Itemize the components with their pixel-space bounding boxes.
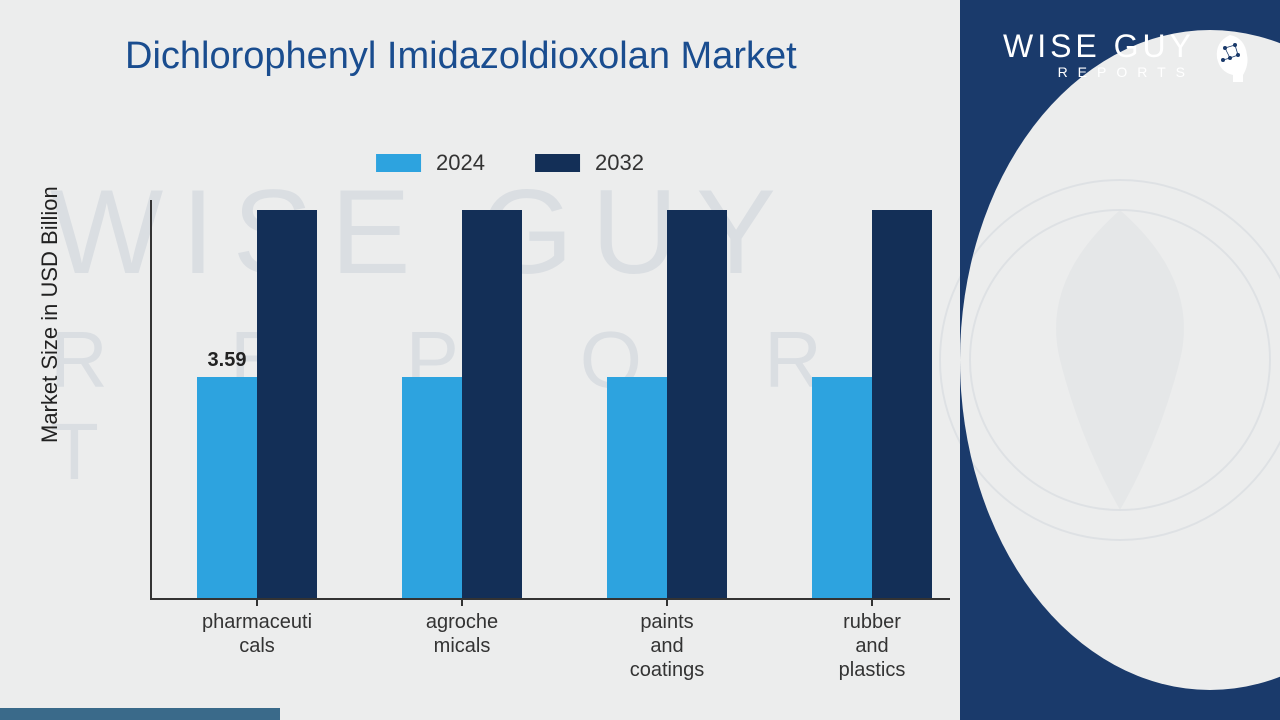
x-tick xyxy=(256,598,258,606)
brand-logo: WISE GUY REPORTS xyxy=(1003,30,1250,80)
legend: 2024 2032 xyxy=(376,150,644,176)
x-tick xyxy=(871,598,873,606)
legend-label: 2024 xyxy=(436,150,485,176)
bar-group: 3.59 xyxy=(197,210,317,598)
legend-label: 2032 xyxy=(595,150,644,176)
bar xyxy=(667,210,727,598)
bar-group xyxy=(402,210,522,598)
head-icon xyxy=(1205,30,1255,85)
bar-group xyxy=(607,210,727,598)
plot-area: 3.59pharmaceuticalsagrochemicalspaintsan… xyxy=(150,200,950,600)
chart-container: 20242032 Market Size in USD Billion 3.59… xyxy=(60,150,960,680)
bottom-accent-bar xyxy=(0,708,280,720)
bar xyxy=(872,210,932,598)
bar-value-label: 3.59 xyxy=(208,349,247,372)
x-axis-label: agrochemicals xyxy=(382,610,542,658)
x-tick xyxy=(461,598,463,606)
legend-item: 2032 xyxy=(535,150,644,176)
x-axis-label: rubberandplastics xyxy=(792,610,952,682)
x-axis-label: paintsandcoatings xyxy=(587,610,747,682)
bar xyxy=(812,377,872,598)
bar xyxy=(402,377,462,598)
x-axis-label: pharmaceuticals xyxy=(177,610,337,658)
chart-title: Dichlorophenyl Imidazoldioxolan Market xyxy=(125,35,797,79)
bar xyxy=(607,377,667,598)
legend-swatch xyxy=(376,154,421,172)
logo-main-text: WISE GUY xyxy=(1003,30,1195,62)
x-tick xyxy=(666,598,668,606)
bar-group xyxy=(812,210,932,598)
legend-swatch xyxy=(535,154,580,172)
bar: 3.59 xyxy=(197,377,257,598)
logo-sub-text: REPORTS xyxy=(1003,64,1195,80)
bar xyxy=(257,210,317,598)
legend-item: 2024 xyxy=(376,150,485,176)
bar xyxy=(462,210,522,598)
y-axis-label: Market Size in USD Billion xyxy=(37,186,63,443)
